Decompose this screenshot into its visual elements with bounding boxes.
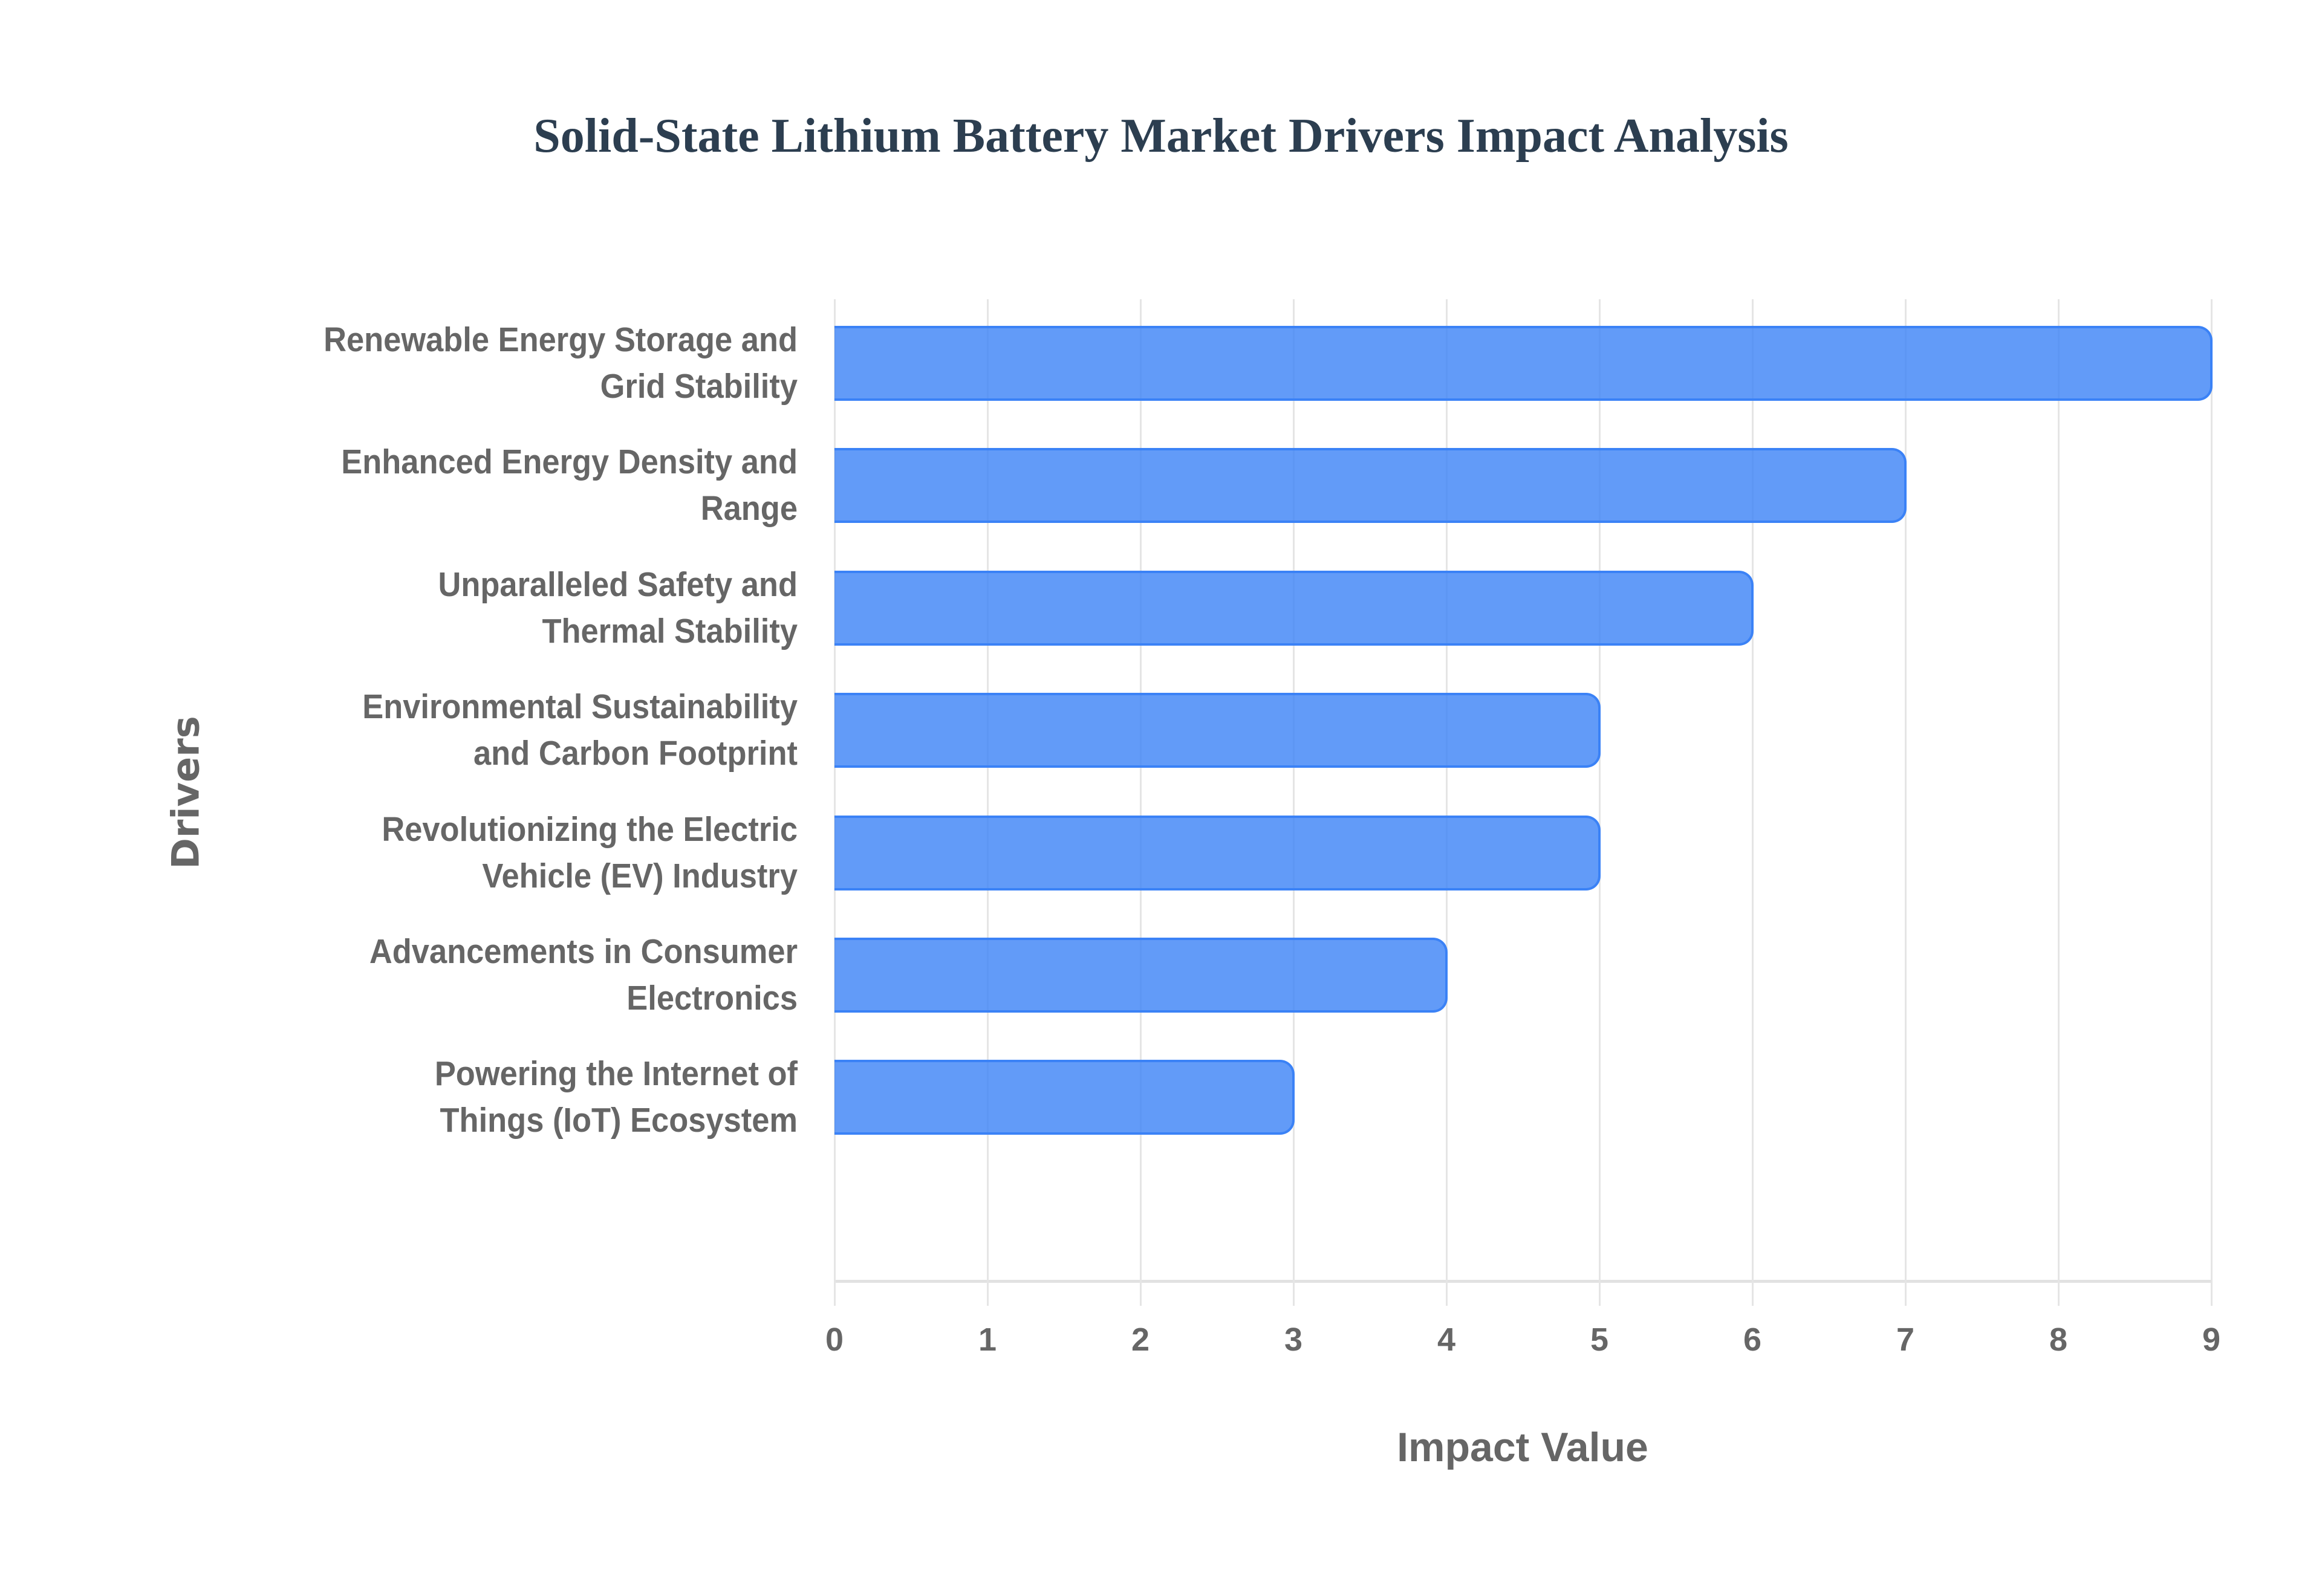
category-label: Powering the Internet of Things (IoT) Eco… bbox=[241, 1051, 798, 1144]
x-tick-label: 8 bbox=[2049, 1322, 2068, 1358]
gridline bbox=[987, 299, 989, 1306]
x-tick-label: 7 bbox=[1896, 1322, 1915, 1358]
x-tick-label: 2 bbox=[1131, 1322, 1150, 1358]
gridline bbox=[2058, 299, 2060, 1306]
y-axis-title: Drivers bbox=[163, 716, 208, 869]
category-label: Revolutionizing the Electric Vehicle (EV)… bbox=[241, 806, 798, 900]
x-axis-baseline bbox=[834, 1280, 2211, 1283]
gridline bbox=[1140, 299, 1142, 1306]
category-label-line: Things (IoT) Ecosystem bbox=[440, 1101, 798, 1140]
bar[interactable] bbox=[834, 326, 2213, 401]
gridline bbox=[1446, 299, 1448, 1306]
gridline bbox=[2211, 299, 2213, 1306]
category-label-line: Revolutionizing the Electric bbox=[382, 809, 798, 849]
gridline bbox=[1752, 299, 1754, 1306]
category-label-line: Enhanced Energy Density and bbox=[341, 443, 798, 482]
x-tick-label: 5 bbox=[1590, 1322, 1609, 1358]
category-label-line: Renewable Energy Storage and bbox=[324, 320, 798, 359]
x-tick-label: 3 bbox=[1284, 1322, 1303, 1358]
category-label-line: Unparalleled Safety and bbox=[438, 565, 798, 604]
category-label-line: Powering the Internet of bbox=[434, 1054, 798, 1094]
category-label-line: Vehicle (EV) Industry bbox=[482, 856, 798, 895]
bar[interactable] bbox=[834, 693, 1601, 768]
x-tick-label: 0 bbox=[825, 1322, 844, 1358]
category-label: Unparalleled Safety and Thermal Stability bbox=[241, 562, 798, 655]
bar[interactable] bbox=[834, 570, 1754, 646]
category-label: Advancements in Consumer Electronics bbox=[241, 929, 798, 1022]
bar[interactable] bbox=[834, 1060, 1295, 1135]
category-label-line: Range bbox=[700, 489, 798, 528]
category-label-line: Thermal Stability bbox=[542, 611, 798, 650]
x-tick-label: 9 bbox=[2202, 1322, 2221, 1358]
category-label: Renewable Energy Storage and Grid Stabili… bbox=[241, 317, 798, 410]
plot-area bbox=[834, 299, 2213, 1306]
x-tick-label: 6 bbox=[1743, 1322, 1762, 1358]
x-tick-label: 1 bbox=[978, 1322, 997, 1358]
category-label-line: Electronics bbox=[626, 979, 798, 1017]
category-label: Environmental Sustainability and Carbon F… bbox=[241, 684, 798, 777]
chart-title: Solid-State Lithium Battery Market Drive… bbox=[533, 109, 1789, 163]
gridline bbox=[1293, 299, 1295, 1306]
category-label-line: and Carbon Footprint bbox=[473, 734, 798, 773]
category-label-line: Grid Stability bbox=[600, 367, 798, 406]
bar[interactable] bbox=[834, 815, 1601, 890]
x-tick-label: 4 bbox=[1437, 1322, 1456, 1358]
gridline bbox=[834, 299, 836, 1306]
category-label: Enhanced Energy Density and Range bbox=[241, 439, 798, 532]
gridline bbox=[1905, 299, 1907, 1306]
bar[interactable] bbox=[834, 448, 1907, 524]
x-axis-title: Impact Value bbox=[1397, 1424, 1648, 1470]
bar[interactable] bbox=[834, 938, 1448, 1013]
gridline bbox=[1599, 299, 1601, 1306]
category-label-line: Environmental Sustainability bbox=[362, 687, 798, 727]
category-label-line: Advancements in Consumer bbox=[369, 932, 798, 971]
